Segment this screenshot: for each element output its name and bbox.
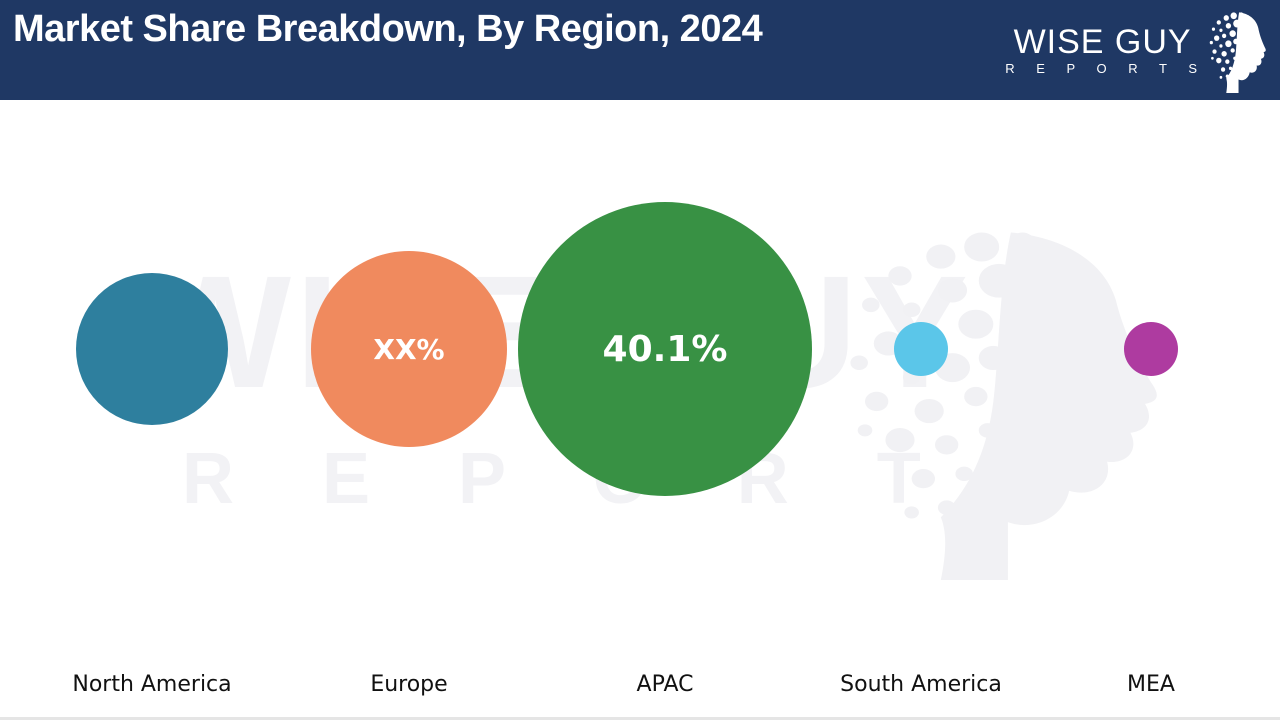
brand-logo-text: WISE GUY R E P O R T S — [999, 24, 1206, 76]
category-label-europe: Europe — [370, 672, 448, 697]
bubble-north-america — [76, 273, 228, 425]
category-label-north-america: North America — [72, 672, 232, 697]
category-label-mea: MEA — [1127, 672, 1175, 697]
bottom-border — [0, 717, 1280, 720]
watermark-head-icon — [830, 218, 1180, 580]
bubble-value-europe: XX% — [373, 332, 445, 366]
bubble-value-apac: 40.1% — [602, 328, 728, 370]
bubble-mea — [1124, 322, 1178, 376]
bubble-europe: XX% — [311, 251, 507, 447]
category-label-apac: APAC — [636, 672, 694, 697]
bubble-apac: 40.1% — [518, 202, 812, 496]
brand-subtitle: R E P O R T S — [1005, 61, 1206, 76]
header: Market Share Breakdown, By Region, 2024 … — [0, 0, 1280, 100]
brand-logo: WISE GUY R E P O R T S — [1005, 4, 1272, 96]
page-title: Market Share Breakdown, By Region, 2024 — [13, 8, 763, 50]
category-label-south-america: South America — [840, 672, 1002, 697]
bubble-south-america — [894, 322, 948, 376]
brand-head-icon — [1206, 9, 1270, 93]
brand-name: WISE GUY — [1013, 23, 1192, 61]
